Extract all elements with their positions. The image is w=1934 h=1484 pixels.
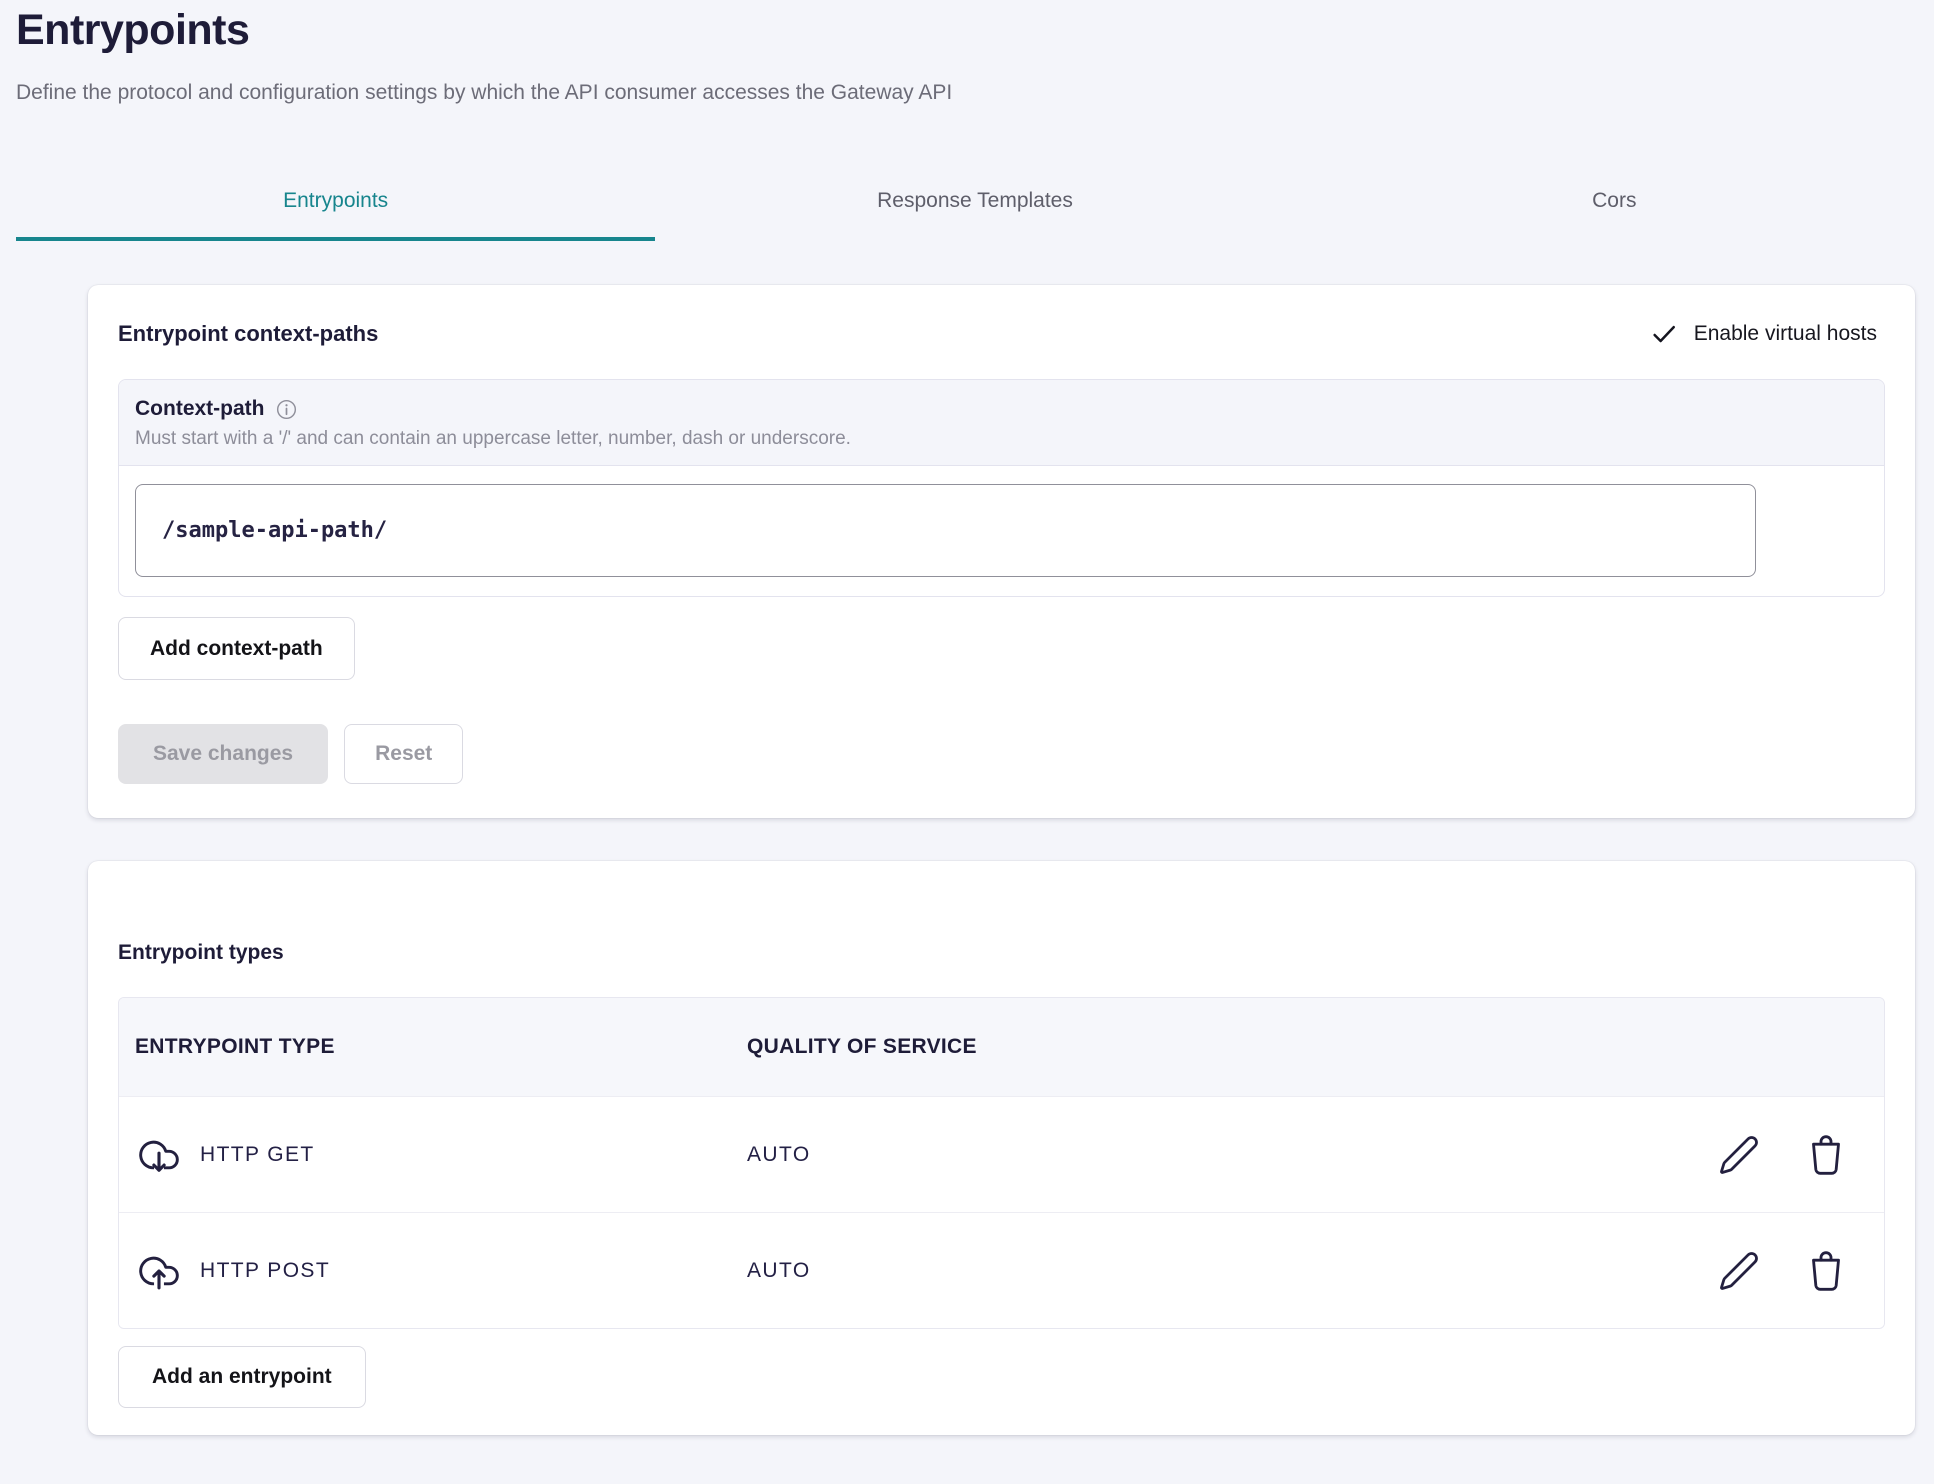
- entrypoint-types-card: Entrypoint types ENTRYPOINT TYPE QUALITY…: [88, 861, 1915, 1435]
- delete-entrypoint-button[interactable]: [1806, 1249, 1846, 1293]
- delete-trash-icon: [1812, 1134, 1840, 1175]
- entrypoints-page: Entrypoints Define the protocol and conf…: [16, 6, 1934, 1435]
- edit-entrypoint-button[interactable]: [1718, 1134, 1760, 1176]
- row-actions: [1718, 1249, 1884, 1293]
- entrypoint-type-cell: HTTP GET: [200, 1142, 315, 1166]
- edit-pencil-icon: [1720, 1135, 1758, 1174]
- reset-button[interactable]: Reset: [344, 724, 464, 784]
- row-actions: [1718, 1133, 1884, 1177]
- add-entrypoint-button[interactable]: Add an entrypoint: [118, 1346, 366, 1408]
- cloud-download-icon: [139, 1140, 179, 1176]
- qos-cell: AUTO: [747, 1142, 811, 1166]
- entrypoint-types-table: ENTRYPOINT TYPE QUALITY OF SERVICE HTTP …: [118, 997, 1885, 1329]
- edit-entrypoint-button[interactable]: [1718, 1250, 1760, 1292]
- column-header-quality-of-service: QUALITY OF SERVICE: [747, 1035, 977, 1058]
- context-path-field-header: Context-path Must start with a '/' and c…: [119, 380, 1884, 466]
- enable-virtual-hosts-toggle[interactable]: Enable virtual hosts: [1649, 319, 1885, 349]
- info-icon[interactable]: [275, 398, 298, 421]
- table-row-http-get: HTTP GET AUTO: [119, 1096, 1884, 1212]
- tab-entrypoints[interactable]: Entrypoints: [16, 155, 656, 241]
- context-path-label: Context-path: [135, 397, 265, 420]
- check-icon: [1653, 325, 1675, 343]
- page-title: Entrypoints: [16, 6, 250, 54]
- qos-cell: AUTO: [747, 1258, 811, 1282]
- delete-entrypoint-button[interactable]: [1806, 1133, 1846, 1177]
- page-subtitle: Define the protocol and configuration se…: [16, 81, 953, 104]
- enable-virtual-hosts-label: Enable virtual hosts: [1693, 322, 1877, 345]
- table-row-http-post: HTTP POST AUTO: [119, 1212, 1884, 1328]
- context-path-hint: Must start with a '/' and can contain an…: [135, 428, 851, 449]
- context-path-field-group: Context-path Must start with a '/' and c…: [118, 379, 1885, 597]
- table-header-row: ENTRYPOINT TYPE QUALITY OF SERVICE: [119, 998, 1884, 1096]
- tab-cors[interactable]: Cors: [1592, 189, 1637, 212]
- save-changes-button[interactable]: Save changes: [118, 724, 329, 784]
- form-actions: Save changes Reset: [118, 724, 1885, 784]
- context-path-field-body: [119, 466, 1884, 596]
- cloud-upload-icon: [139, 1256, 179, 1293]
- context-paths-card: Entrypoint context-paths Enable virtual …: [88, 285, 1915, 818]
- tab-response-templates[interactable]: Response Templates: [877, 189, 1073, 212]
- entrypoint-type-cell: HTTP POST: [200, 1258, 331, 1282]
- context-path-input[interactable]: [135, 484, 1756, 577]
- context-paths-card-title: Entrypoint context-paths: [118, 321, 379, 346]
- edit-pencil-icon: [1720, 1251, 1758, 1290]
- tab-bar: Entrypoints Response Templates Cors: [16, 155, 1934, 241]
- add-context-path-button[interactable]: Add context-path: [118, 617, 355, 680]
- delete-trash-icon: [1812, 1250, 1840, 1291]
- context-paths-card-header: Entrypoint context-paths Enable virtual …: [118, 319, 1885, 349]
- column-header-entrypoint-type: ENTRYPOINT TYPE: [135, 1035, 335, 1058]
- entrypoint-types-card-title: Entrypoint types: [118, 941, 284, 964]
